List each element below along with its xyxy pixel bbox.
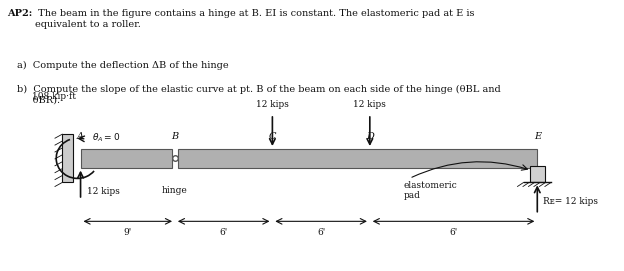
- FancyBboxPatch shape: [530, 166, 545, 182]
- Text: a)  Compute the deflection ΔB of the hinge: a) Compute the deflection ΔB of the hing…: [17, 60, 228, 70]
- FancyBboxPatch shape: [80, 149, 172, 168]
- Text: 9': 9': [124, 228, 132, 237]
- Text: 6': 6': [317, 228, 325, 237]
- Text: 6': 6': [220, 228, 228, 237]
- Text: The beam in the figure contains a hinge at B. EI is constant. The elastomeric pa: The beam in the figure contains a hinge …: [35, 9, 474, 29]
- Text: 12 kips: 12 kips: [256, 100, 289, 109]
- Text: hinge: hinge: [162, 186, 188, 195]
- Bar: [62, 134, 73, 182]
- Text: AP2:: AP2:: [7, 9, 32, 18]
- Text: 12 kips: 12 kips: [353, 100, 386, 109]
- Text: 6': 6': [449, 228, 457, 237]
- Text: 108 kip·ft: 108 kip·ft: [32, 92, 76, 101]
- Text: elastomeric
pad: elastomeric pad: [403, 181, 457, 201]
- Text: C: C: [269, 132, 276, 141]
- Text: A: A: [77, 132, 84, 141]
- Text: $\theta_A=0$: $\theta_A=0$: [92, 131, 120, 144]
- Text: b)  Compute the slope of the elastic curve at pt. B of the beam on each side of : b) Compute the slope of the elastic curv…: [17, 85, 500, 104]
- Text: D: D: [366, 132, 374, 141]
- Text: 12 kips: 12 kips: [87, 187, 120, 196]
- FancyBboxPatch shape: [178, 149, 537, 168]
- Text: E: E: [534, 132, 541, 141]
- Text: Rᴇ= 12 kips: Rᴇ= 12 kips: [544, 197, 598, 206]
- Text: B: B: [172, 132, 178, 141]
